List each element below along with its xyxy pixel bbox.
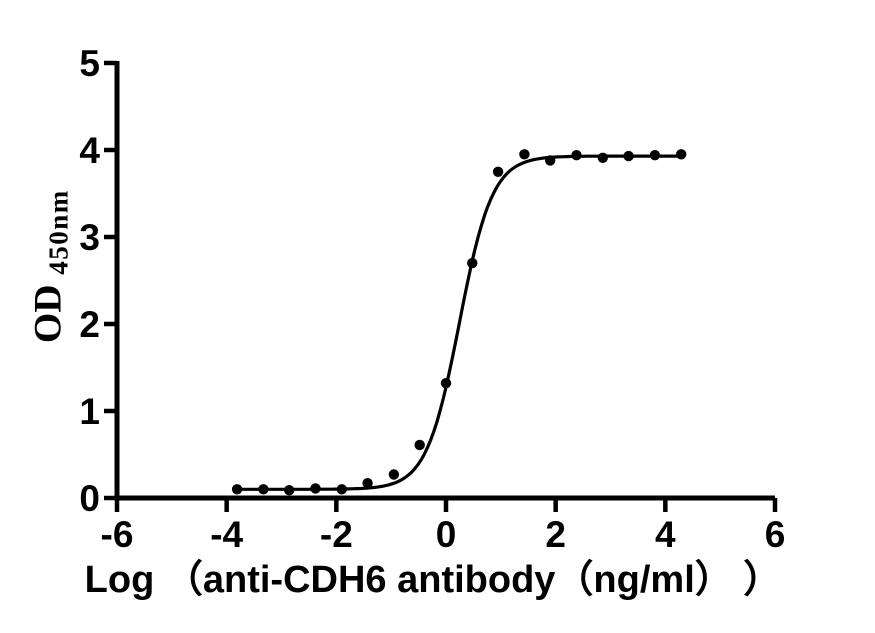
y-tick-label: 4: [79, 130, 100, 171]
data-point: [310, 483, 321, 494]
x-tick-label: 4: [655, 514, 676, 555]
data-point: [519, 149, 530, 160]
y-axis-title: OD 450nm: [27, 189, 74, 343]
data-point: [336, 484, 347, 495]
x-tick-label: 6: [765, 514, 786, 555]
x-axis-title: Log （anti-CDH6 antibody（ng/ml） ）: [85, 559, 782, 601]
x-tick-label: -2: [320, 514, 353, 555]
x-tick-label: -4: [210, 514, 243, 555]
y-tick-label: 1: [79, 391, 100, 432]
data-point: [492, 166, 504, 177]
axes-layer: -6 -4 -2 0 2 4 6 0 1 2 3 4 5: [79, 43, 785, 555]
data-points-layer: [231, 149, 687, 496]
data-point: [388, 469, 400, 480]
data-point: [545, 155, 556, 166]
x-tick-label: 0: [436, 514, 457, 555]
y-tick-label: 3: [79, 217, 100, 258]
data-point: [623, 150, 634, 162]
x-tick-label: 2: [545, 514, 566, 555]
data-point: [414, 439, 425, 451]
data-point: [362, 478, 373, 489]
fit-curve-layer: [235, 154, 683, 491]
x-tick-label: -6: [101, 514, 134, 555]
data-point: [649, 150, 661, 161]
data-point: [284, 485, 295, 496]
fit-curve: [235, 154, 683, 491]
y-tick-label: 5: [79, 43, 100, 84]
data-point: [467, 257, 478, 269]
data-point: [597, 152, 608, 163]
data-point: [440, 378, 452, 389]
y-tick-label: 2: [79, 304, 100, 345]
y-tick-label: 0: [79, 478, 100, 519]
y-axis-title-subscript: 450nm: [44, 189, 74, 275]
data-point: [571, 150, 582, 161]
data-point: [231, 484, 243, 495]
data-point: [676, 149, 687, 160]
y-axis-title-main: OD: [27, 285, 70, 344]
axis-line: [114, 61, 775, 501]
data-point: [258, 484, 269, 495]
